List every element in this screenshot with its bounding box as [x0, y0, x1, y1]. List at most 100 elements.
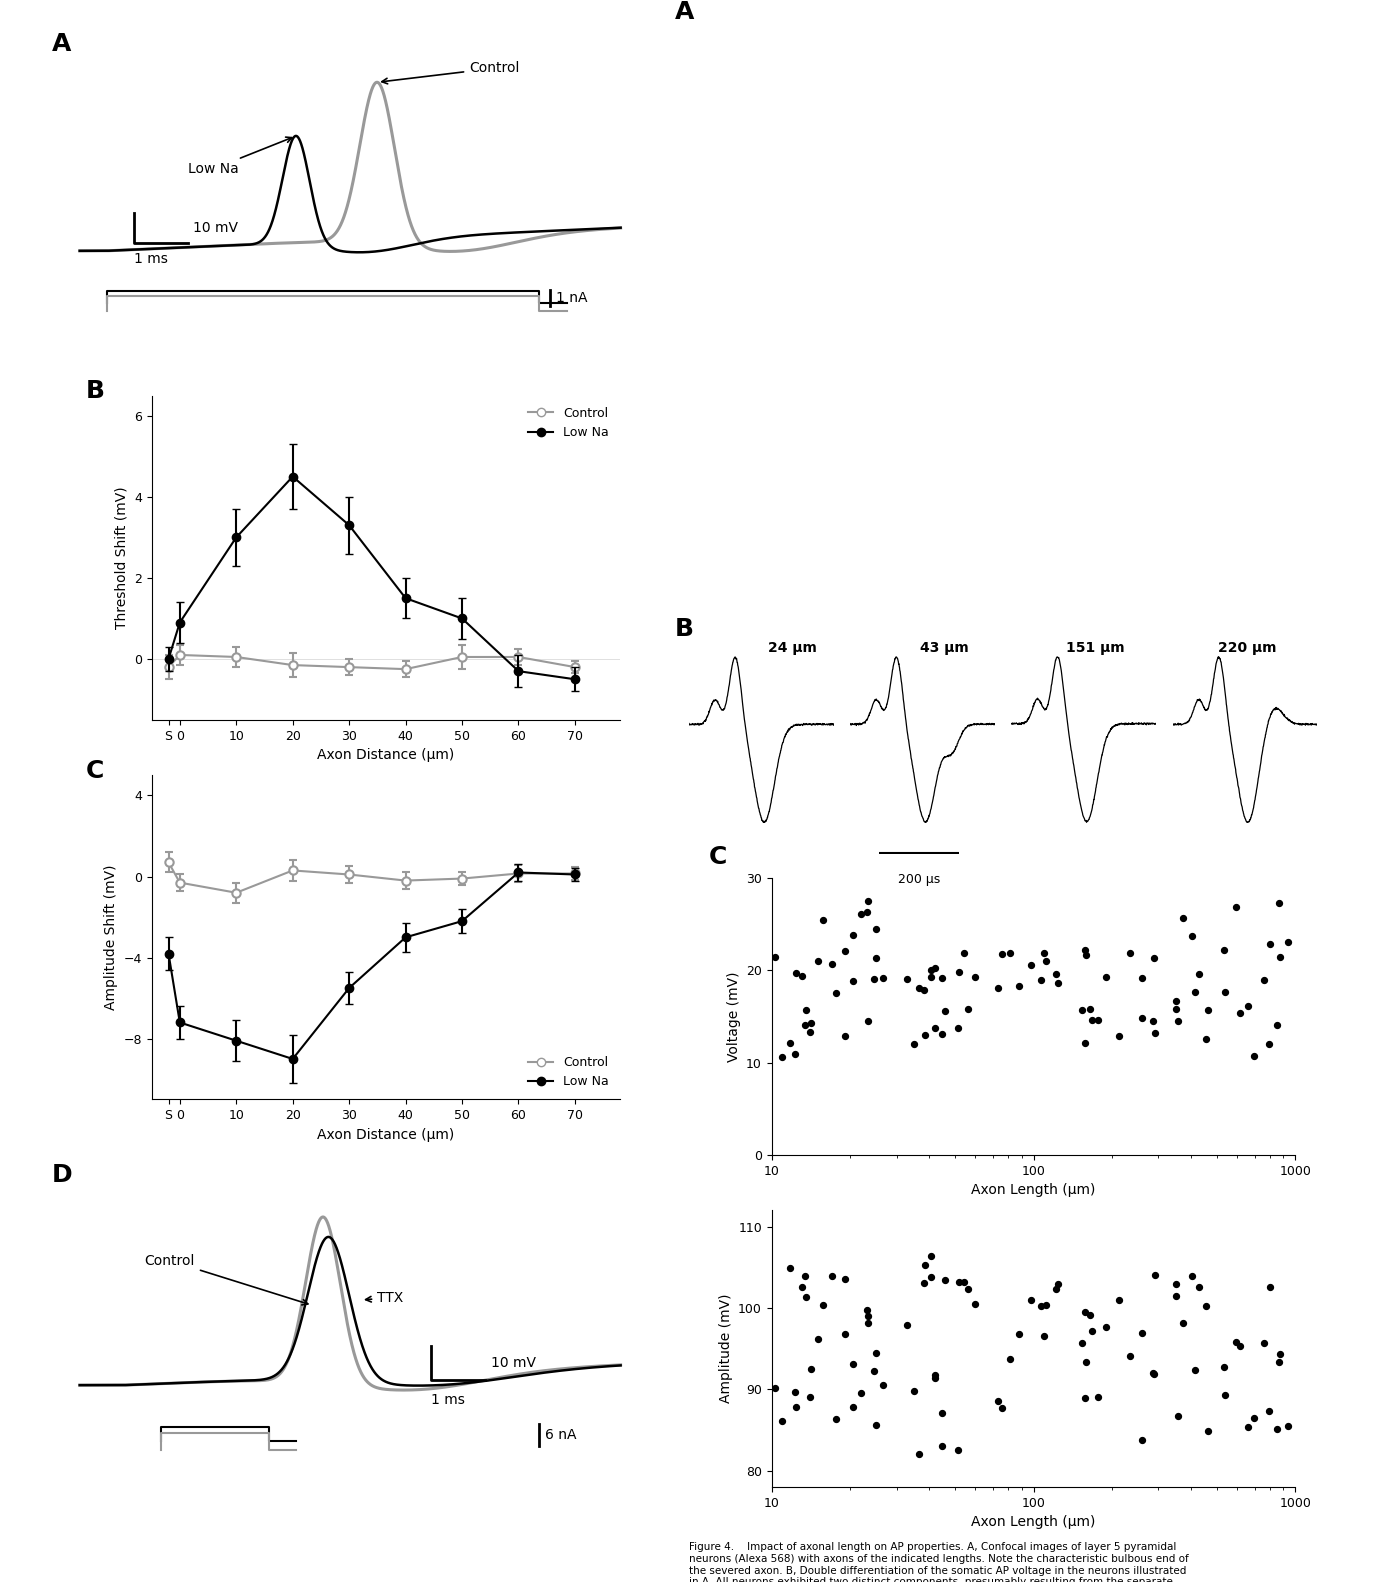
Point	[1108, 1024, 1130, 1049]
Point	[1079, 997, 1101, 1022]
Point	[921, 957, 943, 982]
Point	[1142, 1361, 1164, 1386]
Point	[1277, 1413, 1299, 1438]
Point	[948, 1016, 970, 1041]
Point	[865, 1340, 887, 1365]
Point	[1035, 949, 1057, 975]
Point	[1075, 1349, 1097, 1375]
Text: 151 μm: 151 μm	[1067, 641, 1124, 655]
Point	[1195, 1025, 1217, 1050]
Point	[965, 1292, 987, 1318]
Point	[948, 1269, 970, 1294]
Point	[1171, 905, 1193, 930]
Text: 1 ms: 1 ms	[431, 1392, 466, 1406]
Text: 10 mV: 10 mV	[193, 221, 238, 236]
Point	[1142, 1009, 1164, 1035]
Text: B: B	[675, 617, 695, 641]
Point	[934, 998, 956, 1024]
Point	[1184, 979, 1206, 1005]
Text: Control: Control	[382, 62, 520, 84]
Point	[857, 1310, 879, 1335]
Point	[1237, 1414, 1259, 1440]
Point	[1214, 1383, 1236, 1408]
Point	[808, 1326, 830, 1351]
Text: C: C	[85, 759, 105, 783]
Point	[1195, 1294, 1217, 1319]
Text: Figure 4.    Impact of axonal length on AP properties. A, Confocal images of lay: Figure 4. Impact of axonal length on AP …	[689, 1542, 1189, 1582]
Point	[1171, 1310, 1193, 1335]
Point	[914, 1270, 936, 1296]
Point	[1079, 1302, 1101, 1327]
Point	[1142, 1362, 1164, 1387]
Polygon shape	[1240, 538, 1251, 579]
Point	[1007, 1321, 1029, 1346]
Point	[1167, 1403, 1189, 1429]
Point	[932, 1433, 954, 1459]
Point	[812, 1292, 834, 1318]
X-axis label: Axon Length (μm): Axon Length (μm)	[971, 1183, 1096, 1198]
Point	[1071, 997, 1093, 1022]
Point	[791, 963, 813, 989]
Point	[923, 1016, 945, 1041]
Text: 200 μs: 200 μs	[898, 873, 940, 886]
Point	[932, 965, 954, 990]
Point	[1073, 1384, 1096, 1410]
Point	[856, 899, 878, 924]
Point	[1082, 1318, 1104, 1343]
Point	[1188, 1275, 1210, 1300]
Point	[1142, 946, 1164, 971]
Point	[785, 960, 808, 986]
Point	[1268, 1349, 1290, 1375]
Point	[1237, 993, 1259, 1019]
Point	[908, 976, 930, 1001]
Point	[1073, 1299, 1096, 1324]
Point	[896, 967, 918, 992]
Text: 43 μm: 43 μm	[919, 641, 969, 655]
Point	[824, 981, 846, 1006]
Point	[1184, 1357, 1206, 1383]
Point	[1213, 1354, 1235, 1380]
Point	[795, 1285, 817, 1310]
Point	[821, 1262, 843, 1288]
Polygon shape	[1083, 85, 1108, 149]
Point	[834, 1024, 856, 1049]
Point	[1164, 997, 1186, 1022]
Point	[914, 1022, 936, 1047]
Point	[1034, 940, 1056, 965]
Point	[1131, 965, 1153, 990]
Point	[1277, 929, 1299, 954]
Point	[1144, 1020, 1166, 1046]
Point	[865, 944, 887, 970]
Point	[1034, 1324, 1056, 1349]
Polygon shape	[938, 362, 949, 402]
Point	[863, 967, 885, 992]
Y-axis label: Threshold Shift (mV): Threshold Shift (mV)	[114, 486, 128, 630]
Point	[921, 965, 943, 990]
Polygon shape	[932, 103, 956, 166]
Polygon shape	[1089, 459, 1100, 498]
Point	[791, 1274, 813, 1299]
Point	[999, 1346, 1021, 1372]
Point	[1073, 938, 1096, 963]
Point	[856, 1297, 878, 1323]
Point	[1094, 1315, 1116, 1340]
Point	[1094, 965, 1116, 990]
Point	[865, 916, 887, 941]
Y-axis label: Amplitude Shift (mV): Amplitude Shift (mV)	[103, 865, 117, 1009]
Point	[1164, 1283, 1186, 1308]
Point	[857, 889, 879, 914]
Polygon shape	[780, 103, 805, 166]
Point	[1164, 989, 1186, 1014]
Point	[821, 952, 843, 978]
Point	[914, 1253, 936, 1278]
Point	[824, 1406, 846, 1432]
Point	[1087, 1008, 1109, 1033]
Point	[863, 1357, 885, 1383]
Text: TTX: TTX	[365, 1291, 404, 1305]
Point	[932, 1020, 954, 1046]
Point	[1020, 952, 1042, 978]
Point	[1258, 1275, 1280, 1300]
Point	[808, 949, 830, 975]
Point	[1225, 1330, 1247, 1356]
Point	[842, 1394, 864, 1419]
